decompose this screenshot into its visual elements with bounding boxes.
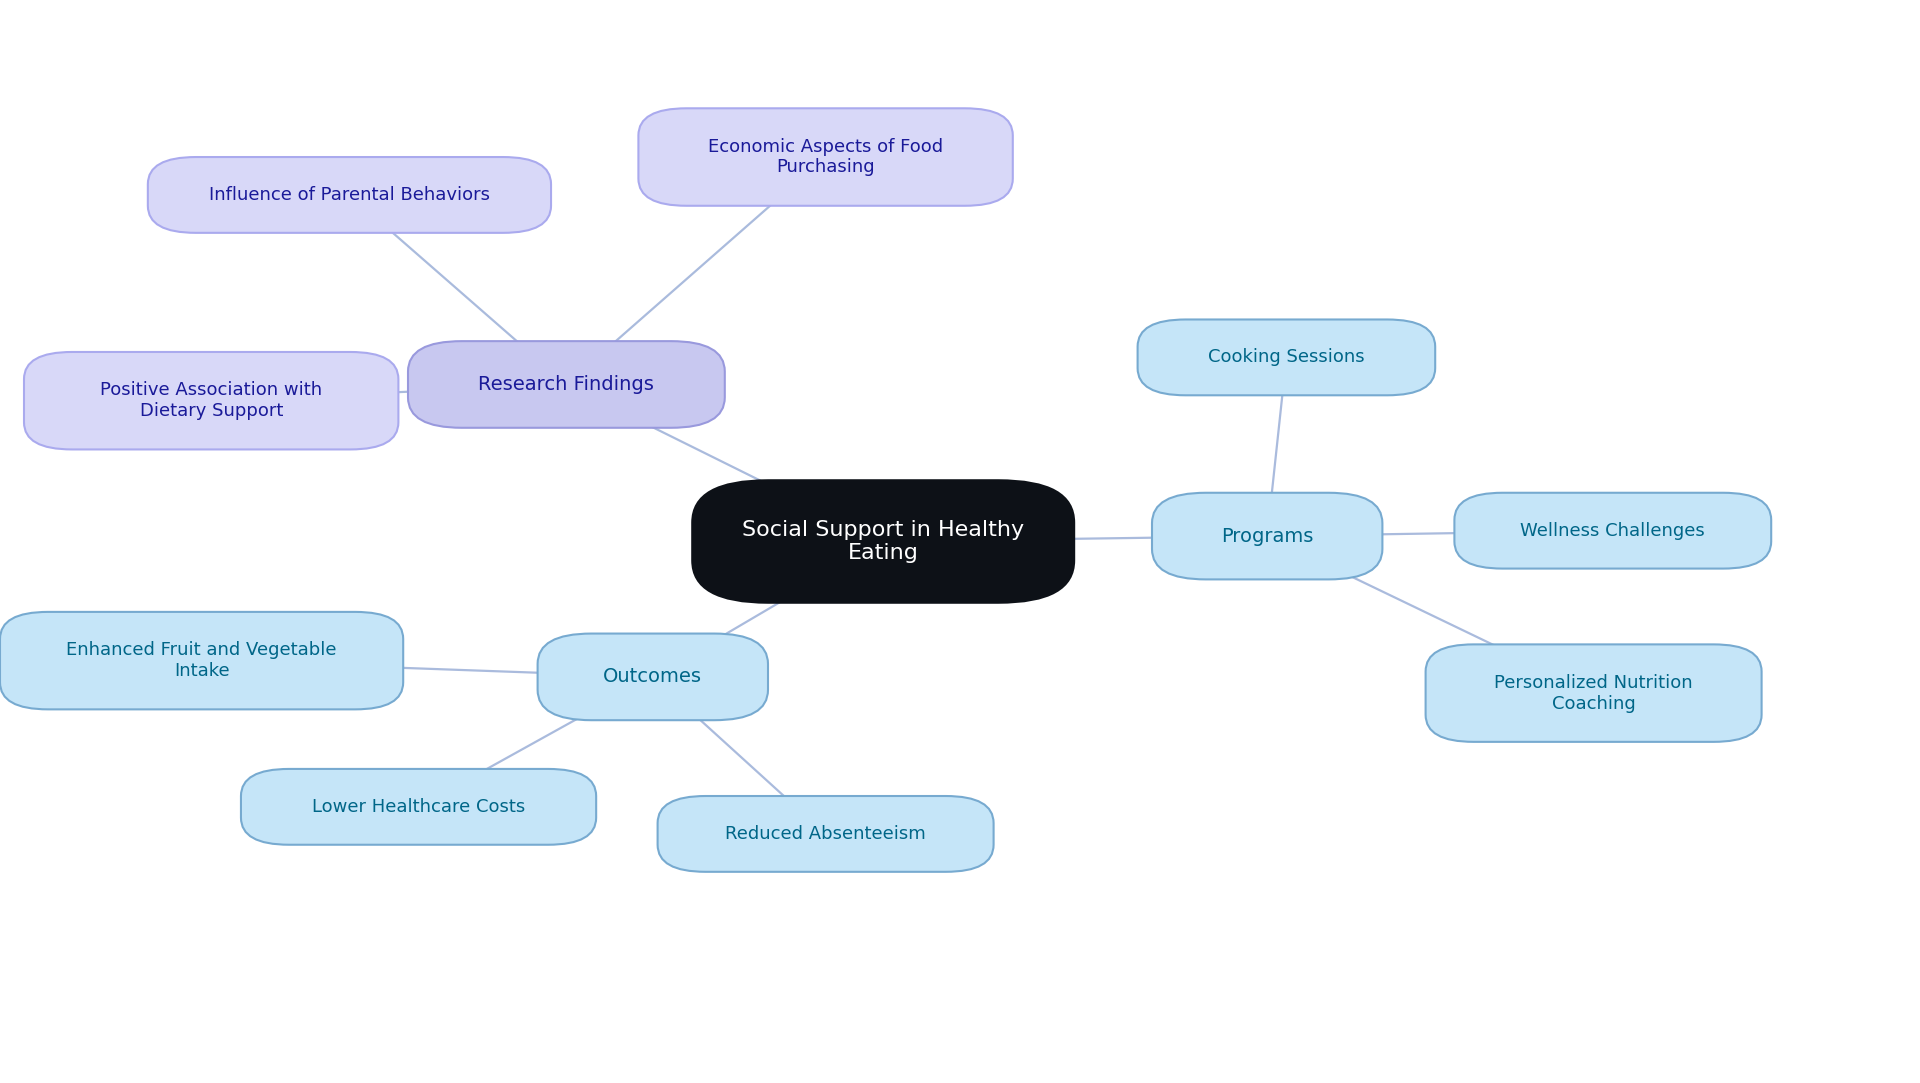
FancyBboxPatch shape [691, 479, 1075, 604]
Text: Social Support in Healthy
Eating: Social Support in Healthy Eating [743, 520, 1023, 563]
Text: Research Findings: Research Findings [478, 375, 655, 394]
Text: Reduced Absenteeism: Reduced Absenteeism [726, 825, 925, 843]
FancyBboxPatch shape [242, 769, 595, 845]
FancyBboxPatch shape [407, 341, 724, 428]
Text: Cooking Sessions: Cooking Sessions [1208, 349, 1365, 366]
FancyBboxPatch shape [1455, 493, 1770, 569]
Text: Personalized Nutrition
Coaching: Personalized Nutrition Coaching [1494, 674, 1693, 713]
Text: Enhanced Fruit and Vegetable
Intake: Enhanced Fruit and Vegetable Intake [67, 641, 336, 680]
FancyBboxPatch shape [1152, 493, 1382, 579]
FancyBboxPatch shape [538, 634, 768, 720]
Text: Wellness Challenges: Wellness Challenges [1521, 522, 1705, 539]
Text: Outcomes: Outcomes [603, 667, 703, 687]
Text: Programs: Programs [1221, 526, 1313, 546]
Text: Economic Aspects of Food
Purchasing: Economic Aspects of Food Purchasing [708, 138, 943, 177]
Text: Positive Association with
Dietary Support: Positive Association with Dietary Suppor… [100, 381, 323, 420]
FancyBboxPatch shape [1425, 644, 1763, 742]
FancyBboxPatch shape [657, 796, 995, 872]
Text: Lower Healthcare Costs: Lower Healthcare Costs [311, 798, 526, 815]
FancyBboxPatch shape [0, 612, 403, 709]
FancyBboxPatch shape [23, 352, 399, 449]
FancyBboxPatch shape [1137, 319, 1436, 395]
FancyBboxPatch shape [637, 108, 1014, 206]
Text: Influence of Parental Behaviors: Influence of Parental Behaviors [209, 186, 490, 204]
FancyBboxPatch shape [148, 157, 551, 233]
